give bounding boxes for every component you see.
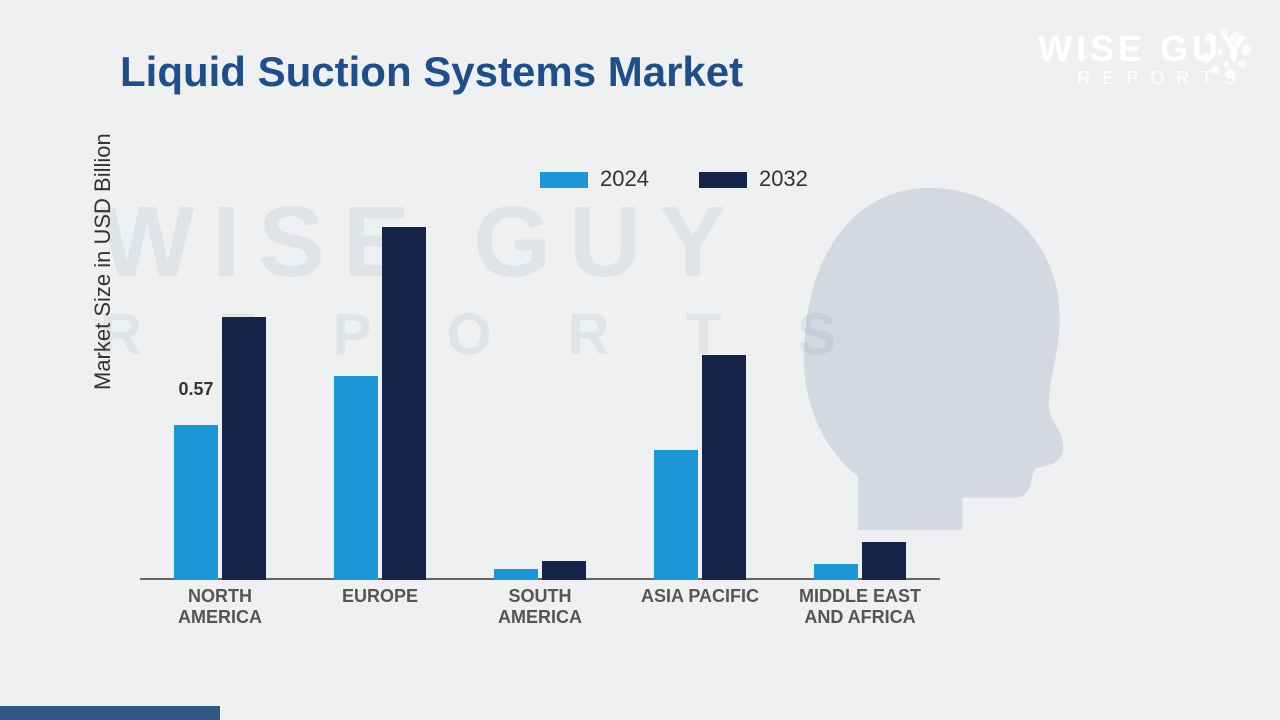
bar [542, 561, 586, 580]
category-label: EUROPE [305, 586, 455, 607]
legend-item: 2024 [540, 166, 649, 192]
bar-pair [460, 200, 620, 580]
bar [222, 317, 266, 580]
bar [702, 355, 746, 580]
bar [382, 227, 426, 580]
legend-label: 2032 [759, 166, 808, 191]
chart-title: Liquid Suction Systems Market [120, 48, 743, 96]
bar [654, 450, 698, 580]
brain-dots-icon [1190, 22, 1260, 92]
legend-label: 2024 [600, 166, 649, 191]
legend-item: 2032 [699, 166, 808, 192]
bar [814, 564, 858, 580]
legend-swatch [540, 172, 588, 188]
bar-group: ASIA PACIFIC [620, 200, 780, 580]
bar-group: MIDDLE EAST AND AFRICA [780, 200, 940, 580]
bar [334, 376, 378, 580]
stage: WISE GUY REPORTS WISE GUY R E P O R T S … [0, 0, 1280, 720]
brand-logo: WISE GUY REPORTS [990, 28, 1250, 89]
bar-group: EUROPE [300, 200, 460, 580]
bar-pair [300, 200, 460, 580]
bar-pair [620, 200, 780, 580]
bar-group: SOUTH AMERICA [460, 200, 620, 580]
category-label: SOUTH AMERICA [465, 586, 615, 627]
footer-accent-bar [0, 706, 220, 720]
legend: 2024 2032 [540, 166, 808, 192]
bar [494, 569, 538, 580]
category-label: NORTH AMERICA [145, 586, 295, 627]
right-brand-panel [960, 0, 1280, 720]
category-label: ASIA PACIFIC [625, 586, 775, 607]
category-label: MIDDLE EAST AND AFRICA [785, 586, 935, 627]
legend-swatch [699, 172, 747, 188]
plot-area: 0.57NORTH AMERICAEUROPESOUTH AMERICAASIA… [140, 200, 940, 580]
bar-pair [780, 200, 940, 580]
y-axis-title: Market Size in USD Billion [90, 133, 116, 390]
bar-group: 0.57NORTH AMERICA [140, 200, 300, 580]
bar-pair [140, 200, 300, 580]
chart-area: 20242032 Market Size in USD Billion 0.57… [60, 160, 960, 700]
bar [174, 425, 218, 580]
bar [862, 542, 906, 580]
